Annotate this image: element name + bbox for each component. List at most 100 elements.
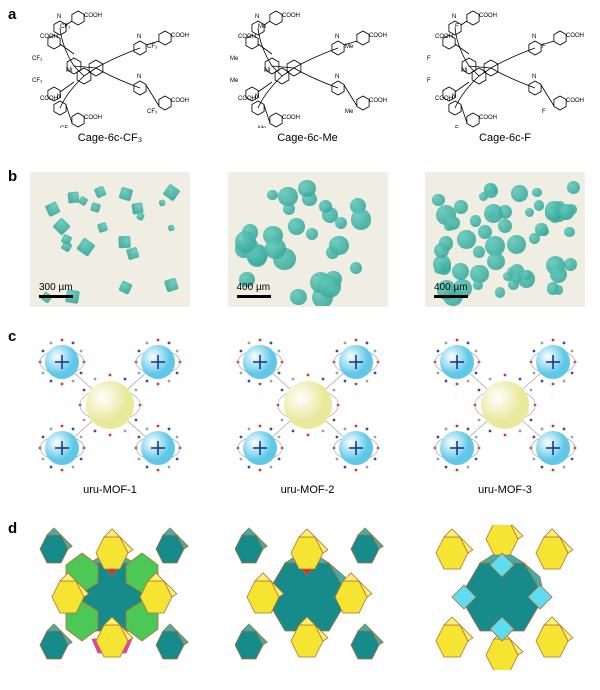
topo-svg-2: [425, 330, 585, 480]
svg-text:N: N: [335, 74, 339, 80]
svg-text:COOH: COOH: [238, 96, 256, 102]
topo-structure-0: [30, 330, 190, 480]
topo-caption-1: uru-MOF-2: [281, 484, 335, 496]
svg-text:N: N: [57, 14, 61, 20]
chem-structure-1: NiNCOOHMeNCOOHMeNCOOHMeNCOOHMeCOOHMeCOOH…: [228, 8, 388, 128]
svg-text:N: N: [255, 14, 259, 20]
poly-svg-0: [30, 525, 195, 670]
svg-text:F: F: [455, 126, 459, 128]
micro-image-1: 400 µm: [228, 172, 388, 307]
svg-text:N: N: [532, 74, 536, 80]
scalebar-bar-1: [237, 295, 271, 298]
topo-structure-1: [228, 330, 388, 480]
svg-text:COOH: COOH: [566, 33, 584, 39]
svg-text:COOH: COOH: [435, 96, 453, 102]
svg-text:F: F: [542, 109, 546, 115]
scalebar-label-1: 400 µm: [237, 282, 271, 293]
micro-image-2: 400 µm: [425, 172, 585, 307]
row-b: 300 µm 400 µm 400 µm: [30, 172, 585, 307]
topo-caption-0: uru-MOF-1: [83, 484, 137, 496]
svg-text:COOH: COOH: [479, 115, 497, 121]
chem-caption-2: Cage-6c-F: [479, 132, 531, 144]
svg-text:F: F: [427, 78, 431, 84]
row-d: [30, 525, 585, 670]
svg-text:Me: Me: [230, 56, 239, 62]
topo-svg-0: [30, 330, 190, 480]
svg-text:COOH: COOH: [238, 34, 256, 40]
poly-structure-1: [225, 525, 390, 670]
scalebar-1: 400 µm: [237, 282, 271, 298]
svg-text:CF₃: CF₃: [32, 56, 43, 62]
svg-text:N: N: [137, 34, 141, 40]
poly-cell-1: [225, 525, 390, 670]
micro-image-0: 300 µm: [30, 172, 190, 307]
svg-text:COOH: COOH: [84, 13, 102, 19]
svg-text:N: N: [137, 74, 141, 80]
chem-structure-0: NiNCOOHCF₃NCOOHCF₃NCOOHCF₃NCOOHCF₃COOHCF…: [30, 8, 190, 128]
svg-text:COOH: COOH: [171, 98, 189, 104]
poly-structure-2: [420, 525, 585, 670]
svg-text:N: N: [452, 14, 456, 20]
svg-text:COOH: COOH: [479, 13, 497, 19]
row-a: NiNCOOHCF₃NCOOHCF₃NCOOHCF₃NCOOHCF₃COOHCF…: [30, 8, 585, 144]
svg-text:Ni: Ni: [461, 67, 468, 74]
chem-svg-0: NiNCOOHCF₃NCOOHCF₃NCOOHCF₃NCOOHCF₃COOHCF…: [30, 8, 190, 128]
chem-caption-0: Cage-6c-CF₃: [78, 132, 142, 144]
svg-text:COOH: COOH: [40, 96, 58, 102]
micro-cell-1: 400 µm: [228, 172, 388, 307]
svg-text:Me: Me: [258, 24, 267, 30]
svg-text:COOH: COOH: [566, 98, 584, 104]
row-c: uru-MOF-1 uru-MOF-2 uru-MOF-3: [30, 330, 585, 496]
panel-label-c: c: [8, 328, 16, 345]
chem-structure-2: NiNCOOHFNCOOHFNCOOHFNCOOHFCOOHFCOOHF: [425, 8, 585, 128]
poly-cell-0: [30, 525, 195, 670]
svg-text:COOH: COOH: [369, 98, 387, 104]
svg-text:COOH: COOH: [40, 34, 58, 40]
poly-structure-0: [30, 525, 195, 670]
svg-text:COOH: COOH: [435, 34, 453, 40]
svg-text:Ni: Ni: [264, 67, 271, 74]
chem-cell-0: NiNCOOHCF₃NCOOHCF₃NCOOHCF₃NCOOHCF₃COOHCF…: [30, 8, 190, 144]
svg-text:Me: Me: [230, 78, 239, 84]
chem-svg-2: NiNCOOHFNCOOHFNCOOHFNCOOHFCOOHFCOOHF: [425, 8, 585, 128]
svg-text:Me: Me: [258, 126, 267, 128]
scalebar-bar-2: [434, 295, 468, 298]
svg-text:F: F: [455, 24, 459, 30]
scalebar-label-0: 300 µm: [39, 282, 73, 293]
panel-label-a: a: [8, 6, 16, 23]
topo-structure-2: [425, 330, 585, 480]
svg-text:CF₃: CF₃: [60, 24, 71, 30]
micro-cell-2: 400 µm: [425, 172, 585, 307]
poly-svg-1: [225, 525, 390, 670]
scalebar-bar-0: [39, 295, 73, 298]
micro-cell-0: 300 µm: [30, 172, 190, 307]
svg-text:F: F: [427, 56, 431, 62]
topo-svg-1: [228, 330, 388, 480]
scalebar-0: 300 µm: [39, 282, 73, 298]
scalebar-2: 400 µm: [434, 282, 468, 298]
chem-cell-2: NiNCOOHFNCOOHFNCOOHFNCOOHFCOOHFCOOHF Cag…: [425, 8, 585, 144]
svg-text:COOH: COOH: [282, 13, 300, 19]
poly-svg-2: [420, 525, 585, 670]
poly-cell-2: [420, 525, 585, 670]
topo-cell-2: uru-MOF-3: [425, 330, 585, 496]
svg-text:CF₃: CF₃: [147, 44, 158, 50]
chem-svg-1: NiNCOOHMeNCOOHMeNCOOHMeNCOOHMeCOOHMeCOOH…: [228, 8, 388, 128]
panel-label-d: d: [8, 520, 17, 537]
svg-text:Me: Me: [345, 44, 354, 50]
chem-cell-1: NiNCOOHMeNCOOHMeNCOOHMeNCOOHMeCOOHMeCOOH…: [228, 8, 388, 144]
svg-text:N: N: [532, 34, 536, 40]
scalebar-label-2: 400 µm: [434, 282, 468, 293]
topo-caption-2: uru-MOF-3: [478, 484, 532, 496]
svg-text:COOH: COOH: [369, 33, 387, 39]
svg-text:COOH: COOH: [171, 33, 189, 39]
svg-text:CF₃: CF₃: [147, 109, 158, 115]
svg-text:CF₃: CF₃: [32, 78, 43, 84]
topo-cell-0: uru-MOF-1: [30, 330, 190, 496]
svg-text:COOH: COOH: [282, 115, 300, 121]
svg-text:Ni: Ni: [66, 67, 73, 74]
panel-label-b: b: [8, 168, 17, 185]
topo-cell-1: uru-MOF-2: [228, 330, 388, 496]
svg-text:N: N: [335, 34, 339, 40]
svg-text:F: F: [542, 44, 546, 50]
